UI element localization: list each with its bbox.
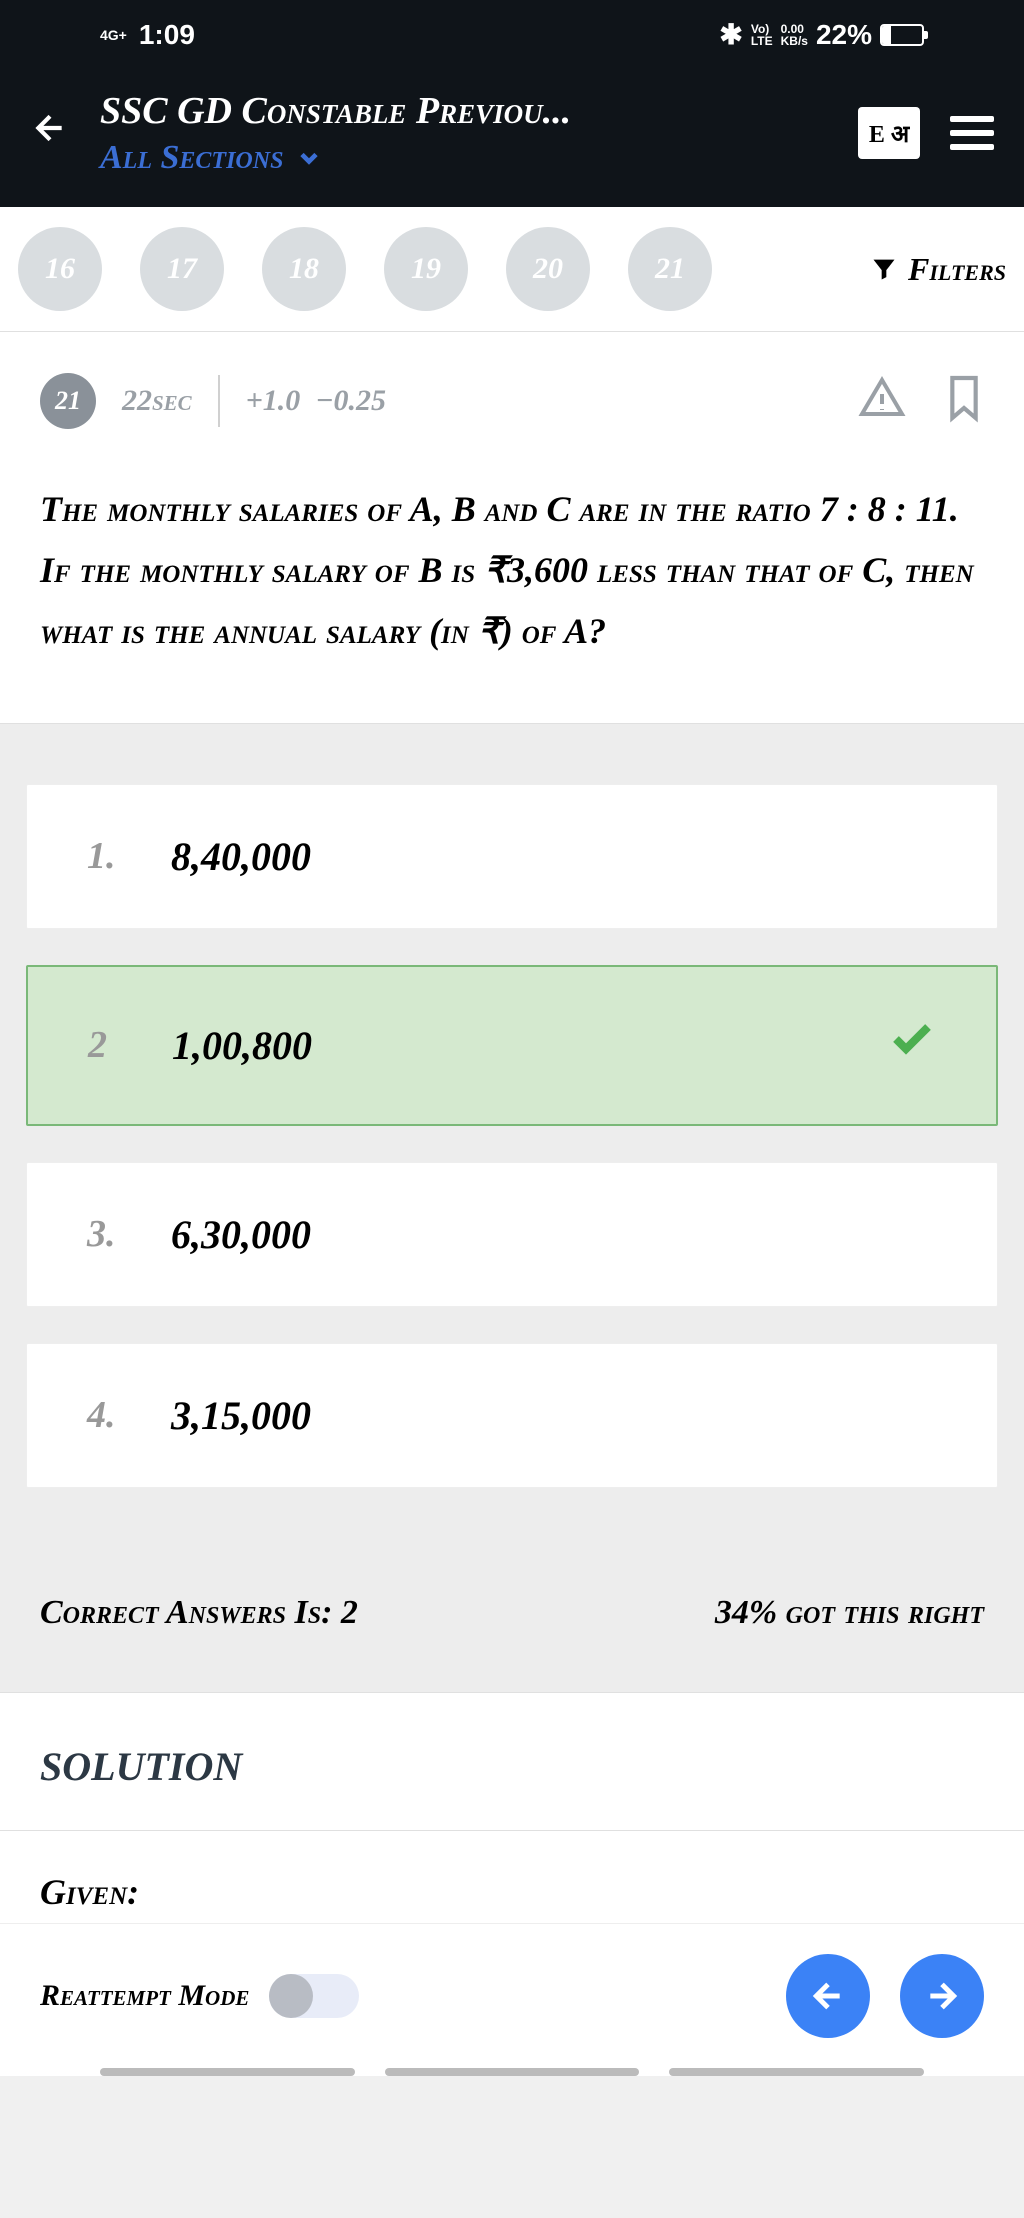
correct-answer-label: Correct Answers Is: 2 — [40, 1594, 358, 1632]
status-bar: 4G+ 1:09 ✱ Vo) LTE 0.00 KB/s 22% — [0, 0, 1024, 69]
solution-heading: SOLUTION — [0, 1692, 1024, 1831]
question-meta: 21 22sec +1.0 −0.25 — [0, 332, 1024, 459]
menu-icon[interactable] — [950, 116, 994, 150]
language-toggle[interactable]: E अ — [858, 107, 920, 159]
question-nav-item[interactable]: 20 — [506, 227, 590, 311]
page-title: SSC GD Constable Previou... — [100, 89, 828, 133]
question-nav-item[interactable]: 18 — [262, 227, 346, 311]
next-button[interactable] — [900, 1954, 984, 2038]
footer-bar: Reattempt Mode — [0, 1923, 1024, 2058]
bluetooth-icon: ✱ — [719, 18, 742, 51]
question-nav-item[interactable]: 19 — [384, 227, 468, 311]
reattempt-toggle[interactable] — [269, 1974, 359, 2018]
network-label: 4G+ — [100, 28, 127, 42]
answer-summary: Correct Answers Is: 2 34% got this right — [0, 1554, 1024, 1692]
check-icon — [888, 1015, 936, 1076]
solution-given-label: Given: — [0, 1831, 1024, 1923]
prev-button[interactable] — [786, 1954, 870, 2038]
time-taken: 22sec — [122, 384, 192, 418]
options-list: 1. 8,40,000 2 1,00,800 3. 6,30,000 4. 3,… — [0, 724, 1024, 1554]
battery-icon — [880, 24, 924, 46]
status-time: 1:09 — [139, 19, 195, 51]
answer-option[interactable]: 2 1,00,800 — [26, 965, 998, 1126]
question-nav-item[interactable]: 17 — [140, 227, 224, 311]
android-nav-bar — [0, 2058, 1024, 2076]
question-nav-item[interactable]: 16 — [18, 227, 102, 311]
answer-option[interactable]: 1. 8,40,000 — [26, 784, 998, 929]
answer-option[interactable]: 4. 3,15,000 — [26, 1343, 998, 1488]
section-dropdown[interactable]: All Sections — [100, 139, 828, 177]
speed-value: 0.00 — [781, 23, 808, 35]
filters-button[interactable]: Filters — [870, 251, 1006, 288]
app-header: SSC GD Constable Previou... All Sections… — [0, 69, 1024, 207]
battery-percent: 22% — [816, 19, 872, 51]
reattempt-label: Reattempt Mode — [40, 1979, 249, 2013]
answer-option[interactable]: 3. 6,30,000 — [26, 1162, 998, 1307]
question-number-badge: 21 — [40, 373, 96, 429]
question-nav-item[interactable]: 21 — [628, 227, 712, 311]
question-nav: 16 17 18 19 20 21 Filters — [0, 207, 1024, 332]
report-icon[interactable] — [858, 374, 906, 427]
marking-scheme: +1.0 −0.25 — [246, 384, 386, 418]
back-arrow-icon[interactable] — [30, 108, 70, 158]
percent-correct: 34% got this right — [715, 1594, 984, 1632]
speed-unit: KB/s — [781, 35, 808, 47]
question-text: The monthly salaries of A, B and C are i… — [0, 459, 1024, 724]
bookmark-icon[interactable] — [944, 372, 984, 429]
